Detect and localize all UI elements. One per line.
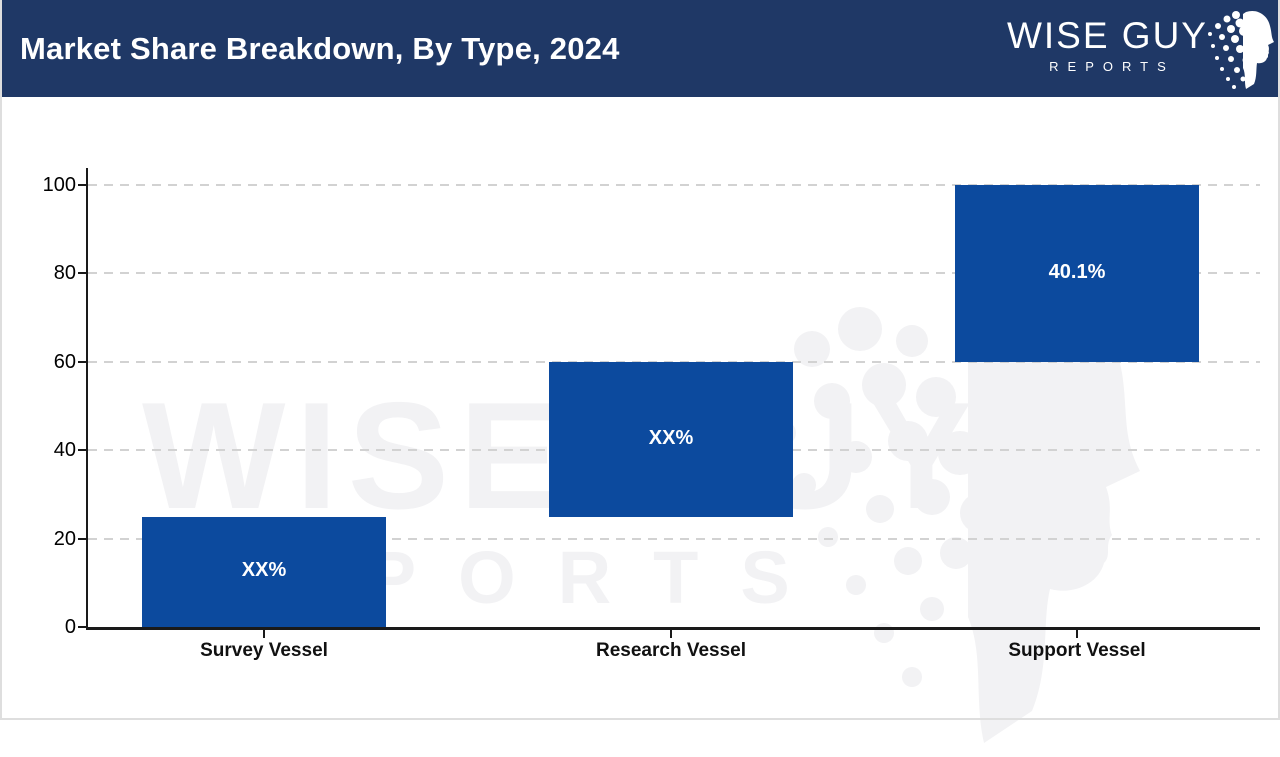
y-tick-mark bbox=[78, 626, 86, 628]
y-tick-mark bbox=[78, 184, 86, 186]
bar: XX% bbox=[142, 517, 386, 627]
category-label: Survey Vessel bbox=[200, 640, 328, 661]
bar-value-label: XX% bbox=[241, 559, 287, 582]
x-tick-mark bbox=[1076, 630, 1078, 638]
gridline bbox=[88, 272, 1260, 275]
y-tick-label: 60 bbox=[53, 350, 76, 373]
bar: XX% bbox=[549, 361, 793, 518]
bar-value-label: XX% bbox=[648, 426, 694, 449]
y-tick-label: 20 bbox=[53, 527, 76, 550]
y-axis bbox=[86, 168, 88, 630]
y-tick-mark bbox=[78, 272, 86, 275]
gridline bbox=[88, 184, 1260, 186]
category-label: Support Vessel bbox=[1008, 640, 1146, 661]
category-label: Research Vessel bbox=[595, 640, 747, 661]
gridline bbox=[88, 537, 1260, 540]
bar: 40.1% bbox=[955, 185, 1199, 363]
logo-reports-label: REPORTS bbox=[1049, 59, 1175, 74]
logo-wordmark: WISE GUY bbox=[1006, 15, 1208, 56]
y-tick-label: 80 bbox=[53, 262, 76, 285]
x-axis bbox=[86, 627, 1260, 630]
y-tick-mark bbox=[78, 360, 86, 363]
y-tick-label: 0 bbox=[64, 616, 76, 638]
bar-value-label: 40.1% bbox=[1048, 260, 1106, 283]
header-bar: Market Share Breakdown, By Type, 2024 WI… bbox=[0, 0, 1280, 97]
page-title: Market Share Breakdown, By Type, 2024 bbox=[20, 30, 620, 66]
wise-guy-reports-logo: WISE GUY REPORTS bbox=[1007, 6, 1274, 92]
y-tick-label: 100 bbox=[42, 174, 76, 196]
y-tick-mark bbox=[78, 537, 86, 540]
x-tick-mark bbox=[670, 630, 672, 638]
y-tick-label: 40 bbox=[53, 439, 76, 462]
logo-text: WISE GUY REPORTS bbox=[1006, 15, 1208, 75]
x-tick-mark bbox=[263, 630, 265, 638]
chart-plot-area: 0 20 40 60 80 100 XX% Survey Vessel XX% Research … bbox=[42, 168, 1260, 661]
y-tick-mark bbox=[78, 449, 86, 452]
logo-head-dots-icon bbox=[1208, 10, 1274, 89]
watermark-head-dots-icon bbox=[754, 289, 1140, 743]
